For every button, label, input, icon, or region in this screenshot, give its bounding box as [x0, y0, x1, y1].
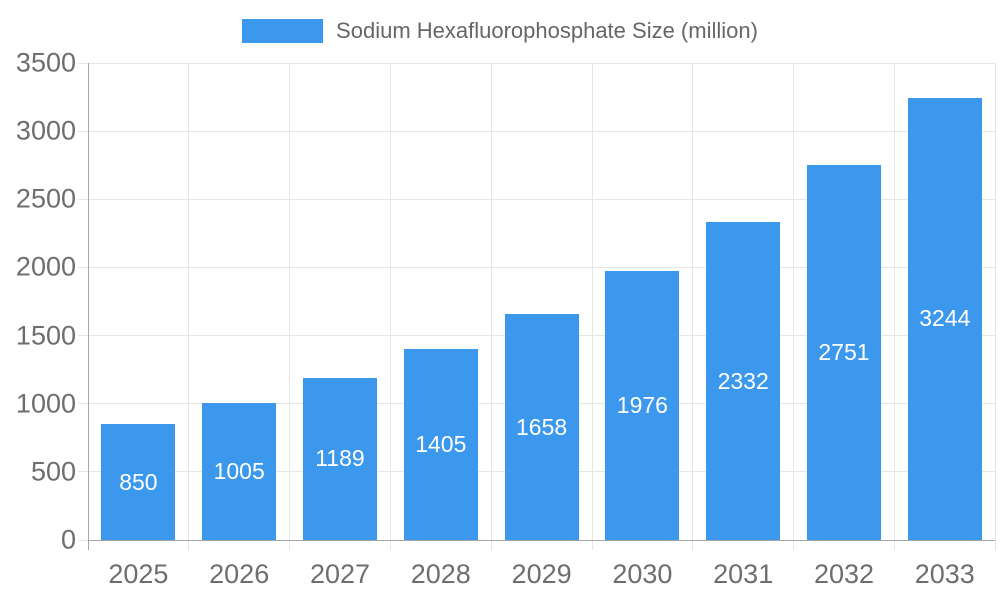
- bar-value-label: 1189: [315, 445, 365, 472]
- x-tick-mark: [793, 540, 795, 550]
- x-gridline: [389, 63, 391, 540]
- legend-label: Sodium Hexafluorophosphate Size (million…: [336, 18, 758, 43]
- bar-value-label: 1405: [415, 430, 467, 457]
- x-tick-mark: [591, 540, 593, 550]
- x-gridline: [793, 63, 795, 540]
- y-tick-mark: [78, 403, 88, 405]
- x-axis-tick-label: 2030: [612, 559, 673, 589]
- bar-2031[interactable]: 2332: [706, 222, 781, 540]
- x-axis-tick-label: 2026: [209, 559, 270, 589]
- y-axis-tick-label: 2000: [15, 251, 76, 282]
- bar-value-label: 2332: [717, 367, 769, 394]
- bar-2032[interactable]: 2751: [807, 165, 881, 540]
- y-axis-tick-label: 3500: [15, 47, 76, 78]
- x-tick-mark: [289, 540, 291, 550]
- bar-2030[interactable]: 1976: [605, 270, 680, 540]
- x-gridline: [289, 63, 291, 540]
- x-tick-mark: [188, 540, 190, 550]
- x-axis-tick-label: 2031: [713, 559, 774, 589]
- bar-2026[interactable]: 1005: [202, 403, 277, 540]
- x-axis-tick-label: 2025: [108, 559, 169, 589]
- bar-2033[interactable]: 3244: [907, 97, 982, 540]
- y-axis-tick-label: 2500: [15, 183, 76, 214]
- legend-item[interactable]: Sodium Hexafluorophosphate Size (million…: [0, 19, 1000, 43]
- x-axis-tick-label: 2028: [410, 559, 471, 589]
- y-tick-mark: [78, 471, 88, 473]
- x-tick-mark: [87, 540, 89, 550]
- y-tick-mark: [78, 266, 88, 268]
- x-tick-mark: [490, 540, 492, 550]
- x-axis-line: [88, 539, 996, 541]
- bar-value-label: 1976: [616, 391, 668, 418]
- x-gridline: [490, 63, 492, 540]
- y-tick-mark: [78, 130, 88, 132]
- x-tick-mark: [994, 540, 996, 550]
- bar-2027[interactable]: 1189: [303, 377, 377, 540]
- x-axis-tick-label: 2033: [914, 559, 975, 589]
- y-axis-tick-label: 1500: [15, 320, 76, 351]
- bar-value-label: 850: [119, 468, 158, 495]
- bar-value-label: 1658: [516, 413, 568, 440]
- y-tick-mark: [78, 539, 88, 541]
- x-axis-tick-label: 2027: [309, 559, 371, 589]
- x-tick-mark: [692, 540, 694, 550]
- bar-2025[interactable]: 850: [101, 424, 176, 540]
- x-axis-tick-label: 2032: [813, 559, 875, 589]
- x-gridline: [692, 63, 694, 540]
- y-axis-tick-label: 500: [30, 456, 76, 487]
- x-axis-tick-label: 2029: [511, 559, 572, 589]
- y-gridline: [88, 62, 996, 64]
- y-tick-mark: [78, 335, 88, 337]
- bar-2029[interactable]: 1658: [504, 314, 579, 540]
- y-axis-tick-label: 0: [60, 524, 76, 555]
- y-axis-line: [87, 63, 89, 540]
- y-gridline: [88, 198, 996, 200]
- y-tick-mark: [78, 62, 88, 64]
- bar-value-label: 2751: [818, 339, 870, 366]
- x-tick-mark: [389, 540, 391, 550]
- x-gridline: [591, 63, 593, 540]
- x-tick-mark: [893, 540, 895, 550]
- y-tick-mark: [78, 198, 88, 200]
- y-gridline: [88, 130, 996, 132]
- x-gridline: [994, 63, 996, 540]
- legend-swatch: [242, 19, 324, 43]
- bar-value-label: 3244: [919, 305, 971, 332]
- bar-value-label: 1005: [213, 458, 265, 484]
- y-axis-tick-label: 1000: [15, 388, 76, 419]
- y-axis-tick-label: 3000: [15, 115, 76, 146]
- x-gridline: [188, 63, 190, 540]
- x-gridline: [893, 63, 895, 540]
- y-gridline: [88, 266, 996, 268]
- bar-2028[interactable]: 1405: [403, 348, 478, 540]
